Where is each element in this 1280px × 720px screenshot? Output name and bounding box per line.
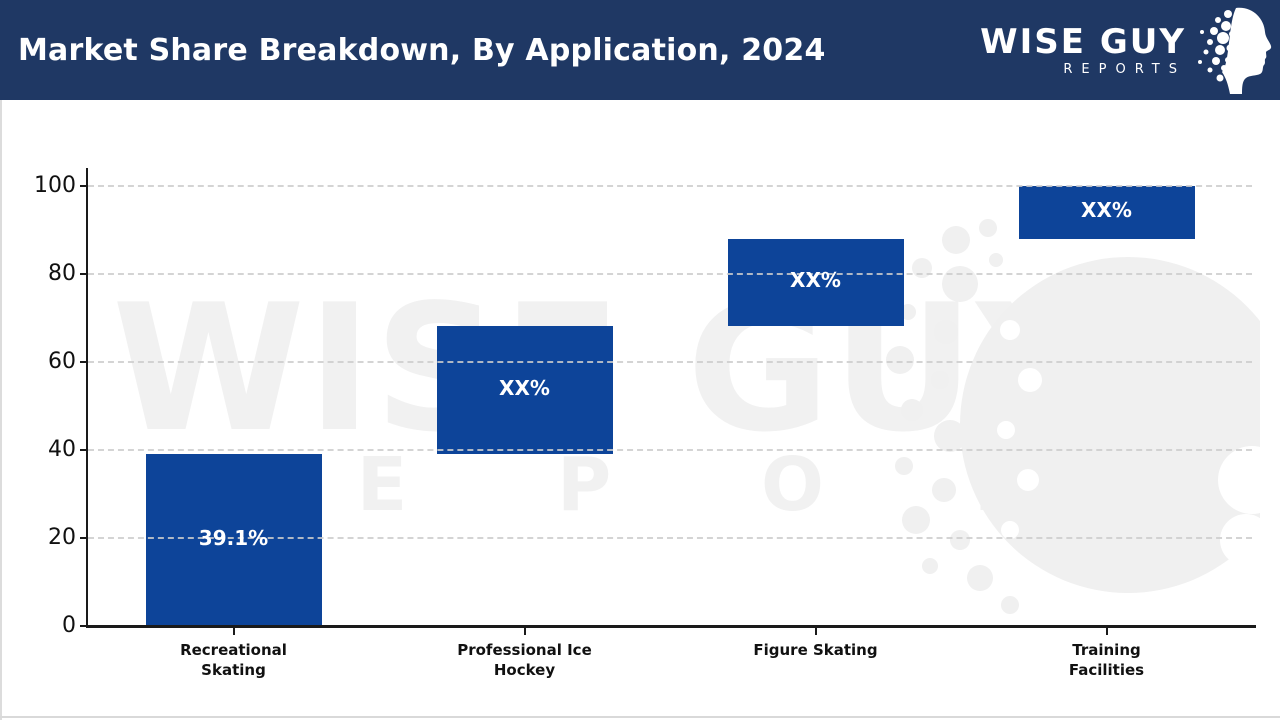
- bar-segment: [145, 453, 322, 626]
- bar-value-label: 39.1%: [198, 525, 269, 550]
- wise-guy-reports-logo: WISE GUY REPORTS: [980, 4, 1272, 96]
- logo-wordmark: WISE GUY: [980, 21, 1186, 62]
- x-tick: [814, 627, 817, 635]
- x-tick: [232, 627, 235, 635]
- x-category-label: Figure Skating: [753, 641, 878, 659]
- y-tick-label: 100: [34, 173, 76, 198]
- y-tick: [80, 625, 88, 627]
- x-tick: [1105, 627, 1108, 635]
- logo-head-icon: [1198, 7, 1272, 94]
- bar-value-label: XX%: [499, 375, 550, 400]
- x-tick: [523, 627, 526, 635]
- gridline: [88, 273, 1252, 275]
- bar-value-label: XX%: [1081, 198, 1132, 223]
- x-axis-line: [86, 625, 1256, 628]
- bar-segment: [436, 325, 613, 454]
- y-tick: [80, 185, 88, 187]
- x-category-label: Professional Ice Hockey: [457, 641, 592, 680]
- y-tick-label: 0: [62, 613, 76, 638]
- y-tick-label: 40: [48, 437, 76, 462]
- gridline: [88, 361, 1252, 363]
- x-category-label: Training Facilities: [1068, 641, 1145, 680]
- y-tick: [80, 537, 88, 539]
- y-tick-label: 20: [48, 525, 76, 550]
- x-category-label: Recreational Skating: [180, 641, 287, 680]
- left-edge-rule: [0, 100, 2, 720]
- y-tick: [80, 273, 88, 275]
- y-tick: [80, 449, 88, 451]
- bottom-rule: [0, 716, 1280, 718]
- y-tick: [80, 361, 88, 363]
- y-tick-label: 60: [48, 349, 76, 374]
- gridline: [88, 449, 1252, 451]
- logo-subtitle: REPORTS: [1063, 61, 1186, 77]
- logo-text: WISE GUY REPORTS: [980, 25, 1186, 76]
- gridline: [88, 537, 1252, 539]
- header-bar: Market Share Breakdown, By Application, …: [0, 0, 1280, 100]
- bar-value-label: XX%: [790, 268, 841, 293]
- bar-segment: [727, 238, 904, 326]
- y-tick-label: 80: [48, 261, 76, 286]
- y-axis-line: [86, 168, 88, 628]
- gridline: [88, 185, 1252, 187]
- bar-segment: [1018, 186, 1195, 239]
- watermark-head-icon: [886, 219, 1260, 614]
- page-title: Market Share Breakdown, By Application, …: [18, 32, 826, 68]
